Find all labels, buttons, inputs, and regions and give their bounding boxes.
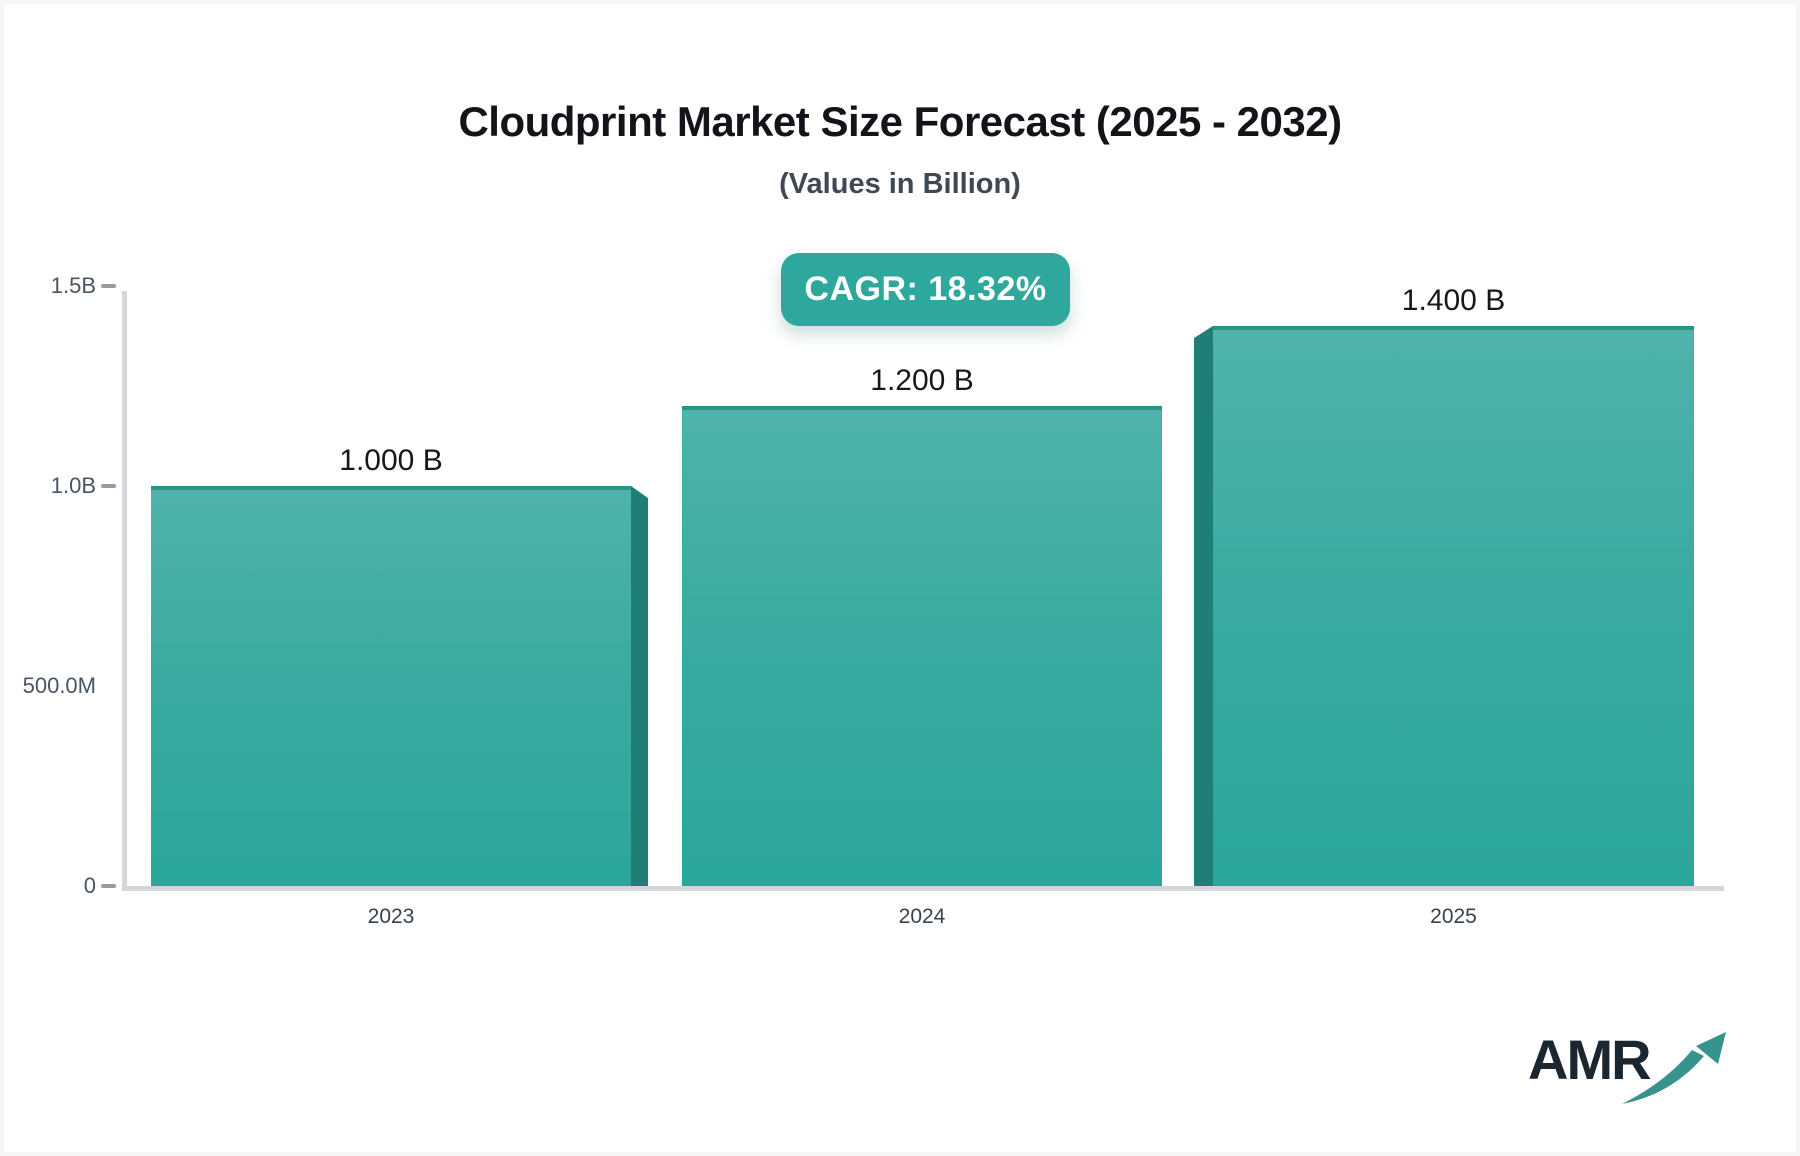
cagr-badge: CAGR: 18.32% <box>781 253 1070 326</box>
bar-2024 <box>682 406 1162 886</box>
bar-value-label-2023: 1.000 B <box>339 444 443 477</box>
growth-arrow-icon <box>1622 1032 1726 1104</box>
x-category-label-2025: 2025 <box>1430 905 1477 928</box>
y-tick-mark <box>101 284 116 288</box>
x-category-label-2024: 2024 <box>898 905 946 928</box>
chart-title: Cloudprint Market Size Forecast (2025 - … <box>458 98 1342 145</box>
y-axis-line <box>122 291 127 886</box>
chart-subtitle: (Values in Billion) <box>779 168 1021 200</box>
cagr-badge-label: CAGR: 18.32% <box>804 270 1047 308</box>
bar-value-label-2025: 1.400 B <box>1401 284 1506 317</box>
y-tick-mark <box>101 484 116 488</box>
y-tick-label: 500.0M <box>22 673 96 698</box>
bar-2023 <box>151 486 631 886</box>
amr-logo: AMR <box>1528 1030 1728 1120</box>
bar-2025 <box>1213 326 1694 886</box>
y-tick-mark <box>101 884 116 888</box>
bar-3d-side-2023 <box>631 486 648 886</box>
y-tick-label: 0 <box>83 873 96 898</box>
y-tick-label: 1.0B <box>50 473 96 498</box>
x-axis-baseline <box>122 886 1724 891</box>
y-tick-label: 1.5B <box>50 273 96 298</box>
amr-logo-text: AMR <box>1528 1028 1652 1091</box>
bar-value-label-2024: 1.200 B <box>870 364 974 397</box>
bar-3d-side-2025 <box>1194 326 1213 886</box>
x-category-label-2023: 2023 <box>367 905 415 928</box>
